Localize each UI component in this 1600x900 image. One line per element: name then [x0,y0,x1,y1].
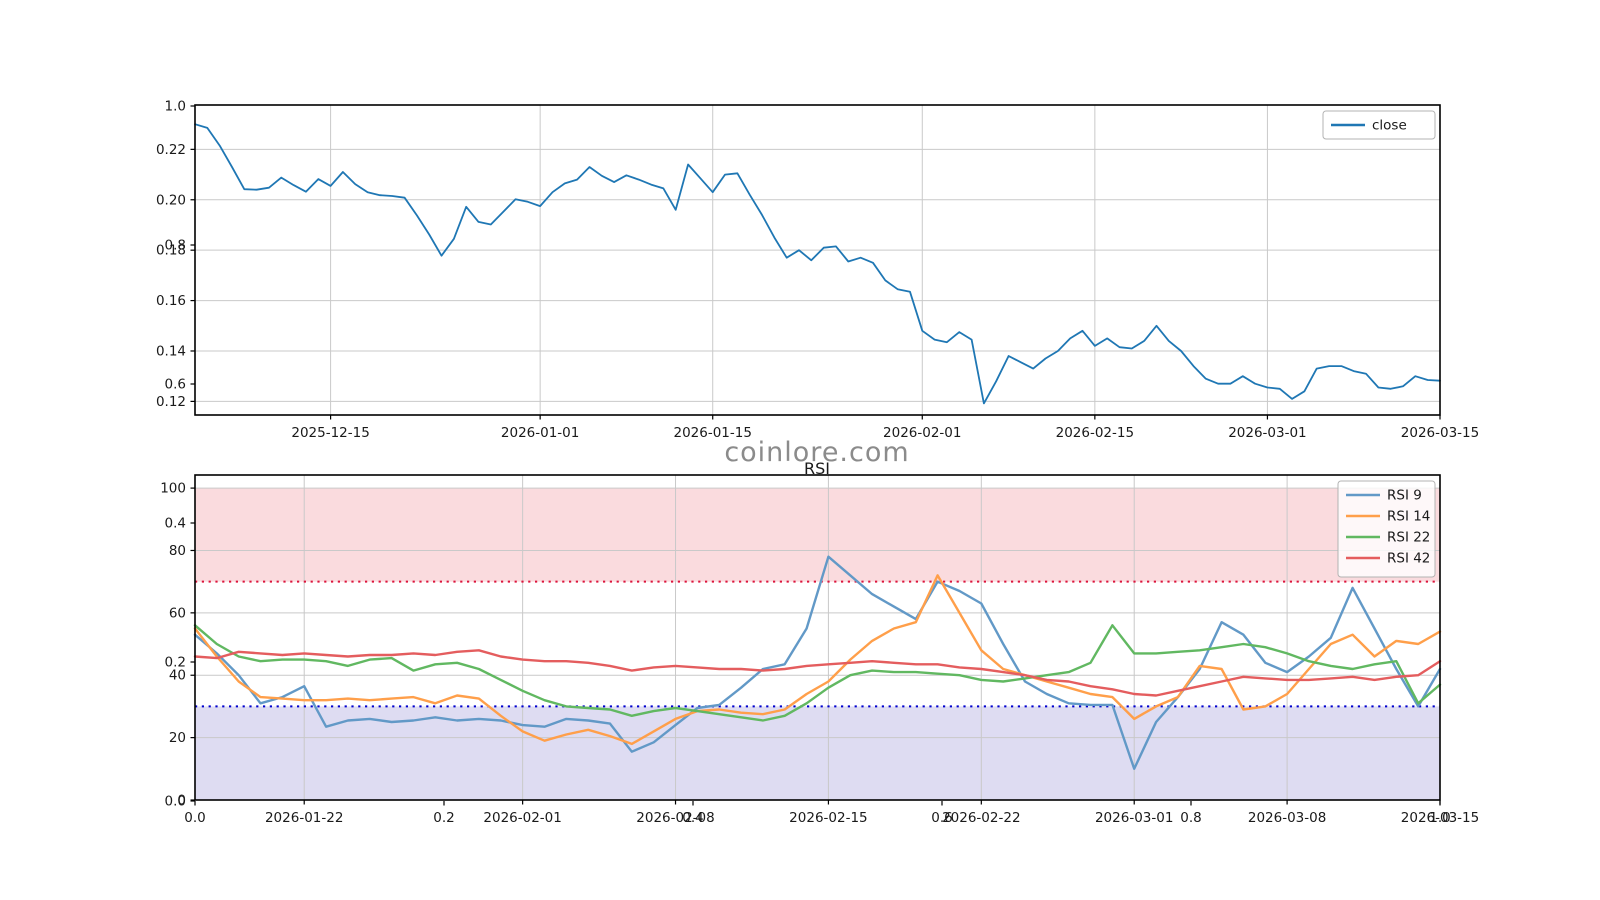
watermark: coinlore.com [724,437,910,468]
rsi-chart-legend-box [1337,480,1436,578]
price-chart-spine [194,104,1441,416]
overlay-ytick-label: 0.8 [165,238,186,254]
price-chart-xtick-label: 2026-01-15 [673,425,751,441]
price-chart-xtick-label: 2026-02-15 [1056,425,1134,441]
rsi-chart-line-rsi-14 [193,574,1442,746]
rsi-chart-legend-label-rsi-14: RSI 14 [1387,509,1430,525]
rsi-chart-line-rsi-22 [193,624,1442,722]
rsi-chart-xtick-label: 2026-01-22 [265,810,343,826]
price-chart-xtick-label: 2026-02-01 [883,425,961,441]
price-chart-legend-label-close: close [1372,118,1407,134]
price-chart-ytick-label: 0.18 [156,243,186,259]
overlay-ytick-label: 0.2 [165,655,186,671]
price-chart-ytick-label: 0.22 [156,142,186,158]
overlay-xtick-label: 0.6 [931,810,952,826]
overlay-ytick-label: 0.0 [165,794,186,810]
overlay-ytick-label: 0.4 [165,516,186,532]
rsi-chart-ytick-label: 60 [169,605,186,621]
overlay-xtick-label: 0.4 [682,810,703,826]
rsi-chart-ytick-label: 100 [160,481,186,497]
price-chart-xtick-label: 2026-01-01 [501,425,579,441]
overlay-xtick-label: 1.0 [1429,810,1450,826]
overlay-ytick-label: 1.0 [165,99,186,115]
rsi-chart-xtick-label: 2026-02-01 [483,810,561,826]
overlay-xtick-label: 0.0 [184,810,205,826]
rsi-chart-ytick-label: 0 [177,793,186,809]
rsi-chart-spine [194,474,1441,801]
rsi-chart-xtick-label: 2026-03-15 [1401,810,1479,826]
rsi-chart-line-rsi-42 [193,649,1442,697]
price-chart-xtick-label: 2026-03-01 [1228,425,1306,441]
price-chart-xtick-label: 2025-12-15 [291,425,369,441]
rsi-chart-title: RSI [804,459,830,478]
rsi-chart-legend-label-rsi-9: RSI 9 [1387,488,1422,504]
price-chart-ytick-label: 0.20 [156,192,186,208]
rsi-chart-xtick-label: 2026-03-08 [1248,810,1326,826]
price-chart-ytick-label: 0.16 [156,293,186,309]
rsi-chart-xtick-label: 2026-02-08 [636,810,714,826]
rsi-chart-ytick-label: 40 [169,668,186,684]
rsi-chart-ytick-label: 80 [169,543,186,559]
price-chart-legend-box [1322,110,1436,140]
overlay-xtick-label: 0.2 [433,810,454,826]
price-chart-ytick-label: 0.14 [156,343,186,359]
rsi-chart-legend-label-rsi-22: RSI 22 [1387,530,1430,546]
rsi-chart-xtick-label: 2026-02-15 [789,810,867,826]
rsi-chart-ytick-label: 20 [169,730,186,746]
price-chart-line-close [194,123,1441,405]
rsi-chart-xtick-label: 2026-02-22 [942,810,1020,826]
rsi-chart-legend-label-rsi-42: RSI 42 [1387,551,1430,567]
overlay-ytick-label: 0.6 [165,377,186,393]
rsi-chart-line-rsi-9 [193,555,1442,770]
price-chart-ytick-label: 0.12 [156,394,186,410]
rsi-chart-band-0 [195,488,1440,582]
overlay-xtick-label: 0.8 [1180,810,1201,826]
price-chart-xtick-label: 2026-03-15 [1401,425,1479,441]
rsi-chart-xtick-label: 2026-03-01 [1095,810,1173,826]
